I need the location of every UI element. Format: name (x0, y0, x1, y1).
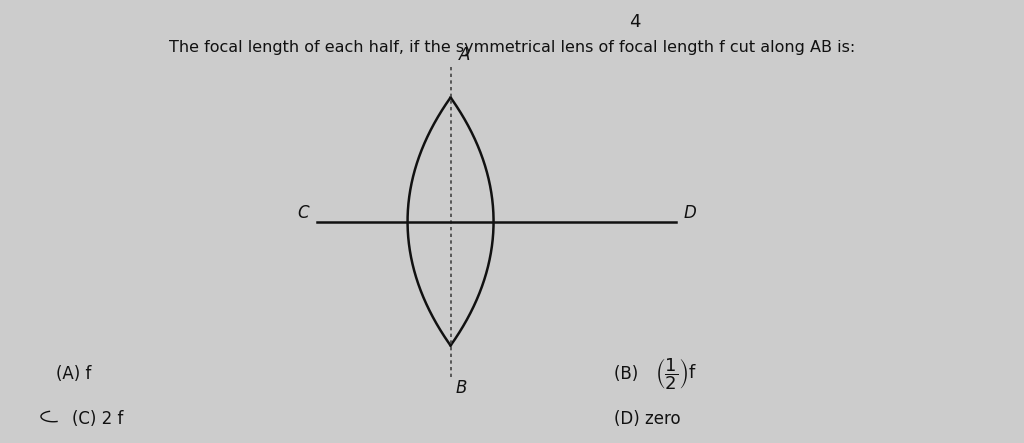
Text: D: D (684, 204, 696, 222)
Text: (B): (B) (614, 365, 644, 383)
Text: A: A (459, 46, 470, 64)
Text: $\left(\dfrac{1}{2}\right)\mathrm{f}$: $\left(\dfrac{1}{2}\right)\mathrm{f}$ (655, 357, 697, 392)
Text: The focal length of each half, if the symmetrical lens of focal length f cut alo: The focal length of each half, if the sy… (169, 40, 855, 55)
Text: (A) f: (A) f (56, 365, 92, 383)
Text: C: C (298, 204, 309, 222)
Text: (D) zero: (D) zero (614, 410, 681, 427)
Text: B: B (456, 379, 467, 397)
Text: (C) 2 f: (C) 2 f (72, 410, 123, 427)
Text: 4: 4 (629, 13, 641, 31)
